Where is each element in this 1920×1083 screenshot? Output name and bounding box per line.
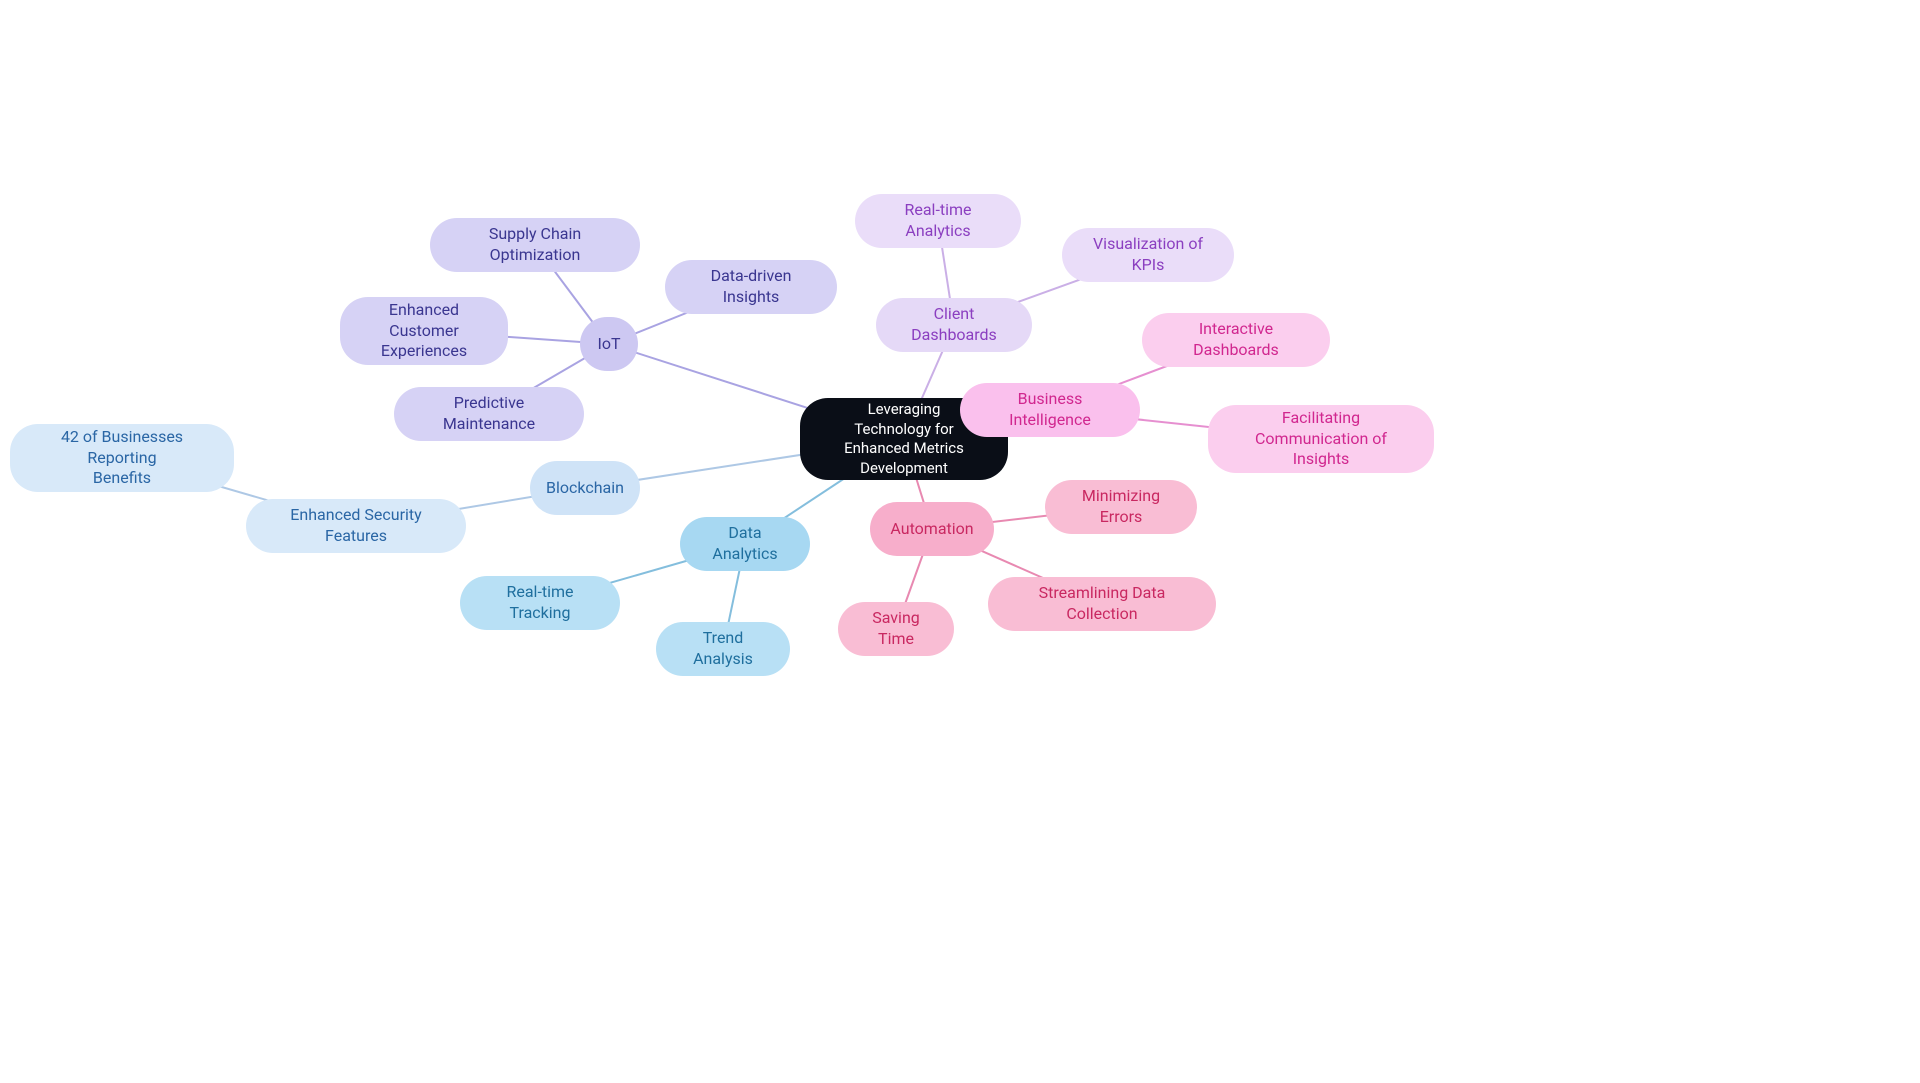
node-forty-two: 42 of Businesses Reporting Benefits (10, 424, 234, 492)
node-automation: Automation (870, 502, 994, 556)
node-min-errors: Minimizing Errors (1045, 480, 1197, 534)
node-customer-exp: Enhanced Customer Experiences (340, 297, 508, 365)
node-trend-analysis: Trend Analysis (656, 622, 790, 676)
node-viz-kpis: Visualization of KPIs (1062, 228, 1234, 282)
node-saving-time: Saving Time (838, 602, 954, 656)
node-client-dash: Client Dashboards (876, 298, 1032, 352)
node-facilitating: Facilitating Communication of Insights (1208, 405, 1434, 473)
node-predictive: Predictive Maintenance (394, 387, 584, 441)
mindmap-canvas: Leveraging Technology for Enhanced Metri… (0, 0, 1920, 1083)
node-data-insights: Data-driven Insights (665, 260, 837, 314)
node-supply-chain: Supply Chain Optimization (430, 218, 640, 272)
node-enhanced-security: Enhanced Security Features (246, 499, 466, 553)
node-blockchain: Blockchain (530, 461, 640, 515)
node-realtime-analytics: Real-time Analytics (855, 194, 1021, 248)
node-realtime-track: Real-time Tracking (460, 576, 620, 630)
node-iot: IoT (580, 317, 638, 371)
node-data-analytics: Data Analytics (680, 517, 810, 571)
node-streamlining: Streamlining Data Collection (988, 577, 1216, 631)
node-bi: Business Intelligence (960, 383, 1140, 437)
node-interactive-dash: Interactive Dashboards (1142, 313, 1330, 367)
